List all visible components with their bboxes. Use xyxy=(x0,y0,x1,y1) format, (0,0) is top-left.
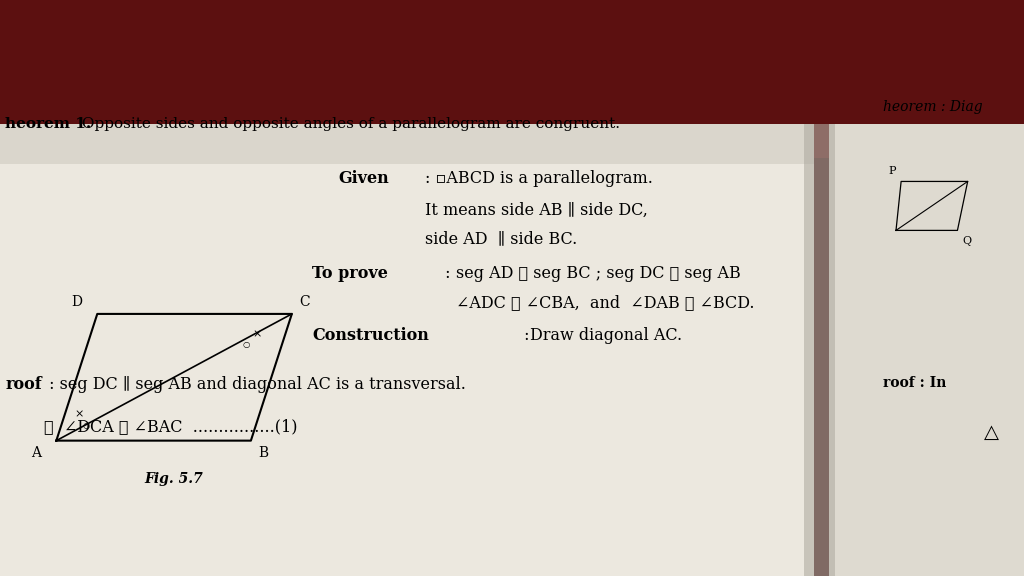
Text: A: A xyxy=(31,446,41,460)
FancyBboxPatch shape xyxy=(829,124,1024,576)
Text: Draw diagonal AC.: Draw diagonal AC. xyxy=(530,327,683,344)
Text: △: △ xyxy=(984,423,998,441)
Bar xyxy=(0,0,1024,158)
FancyBboxPatch shape xyxy=(804,124,835,576)
Text: B: B xyxy=(258,446,268,460)
FancyBboxPatch shape xyxy=(0,124,814,164)
Text: Given: Given xyxy=(338,170,389,187)
FancyBboxPatch shape xyxy=(0,124,814,576)
Text: heorem 1.: heorem 1. xyxy=(5,117,91,131)
Text: ○: ○ xyxy=(243,342,250,349)
Text: P: P xyxy=(889,166,896,176)
Text: ∴  ∠DCA ≅ ∠BAC  ................(1): ∴ ∠DCA ≅ ∠BAC ................(1) xyxy=(44,418,298,435)
Text: ×: × xyxy=(253,329,262,339)
Text: :: : xyxy=(519,327,535,344)
Text: side AD  ∥ side BC.: side AD ∥ side BC. xyxy=(425,230,578,248)
Text: ×: × xyxy=(75,410,84,419)
Text: seg AD ≅ seg BC ; seg DC ≅ seg AB: seg AD ≅ seg BC ; seg DC ≅ seg AB xyxy=(456,265,740,282)
Text: It means side AB ∥ side DC,: It means side AB ∥ side DC, xyxy=(425,202,648,219)
Text: : ▫ABCD is a parallelogram.: : ▫ABCD is a parallelogram. xyxy=(425,170,653,187)
Text: C: C xyxy=(299,295,310,309)
Text: Construction: Construction xyxy=(312,327,429,344)
Text: Opposite sides and opposite angles of a parallelogram are congruent.: Opposite sides and opposite angles of a … xyxy=(77,117,620,131)
Text: ○: ○ xyxy=(83,422,90,430)
Text: : seg DC ∥ seg AB and diagonal AC is a transversal.: : seg DC ∥ seg AB and diagonal AC is a t… xyxy=(44,376,466,393)
Text: D: D xyxy=(71,295,82,309)
Text: roof : In: roof : In xyxy=(883,376,946,390)
Text: roof: roof xyxy=(5,376,42,393)
Text: :: : xyxy=(440,265,456,282)
Text: Fig. 5.7: Fig. 5.7 xyxy=(144,472,204,486)
Text: ∠ADC ≅ ∠CBA,  and  ∠DAB ≅ ∠BCD.: ∠ADC ≅ ∠CBA, and ∠DAB ≅ ∠BCD. xyxy=(456,294,755,311)
Text: To prove: To prove xyxy=(312,265,388,282)
Text: heorem : Diag: heorem : Diag xyxy=(883,100,982,113)
Text: Q: Q xyxy=(963,236,972,246)
